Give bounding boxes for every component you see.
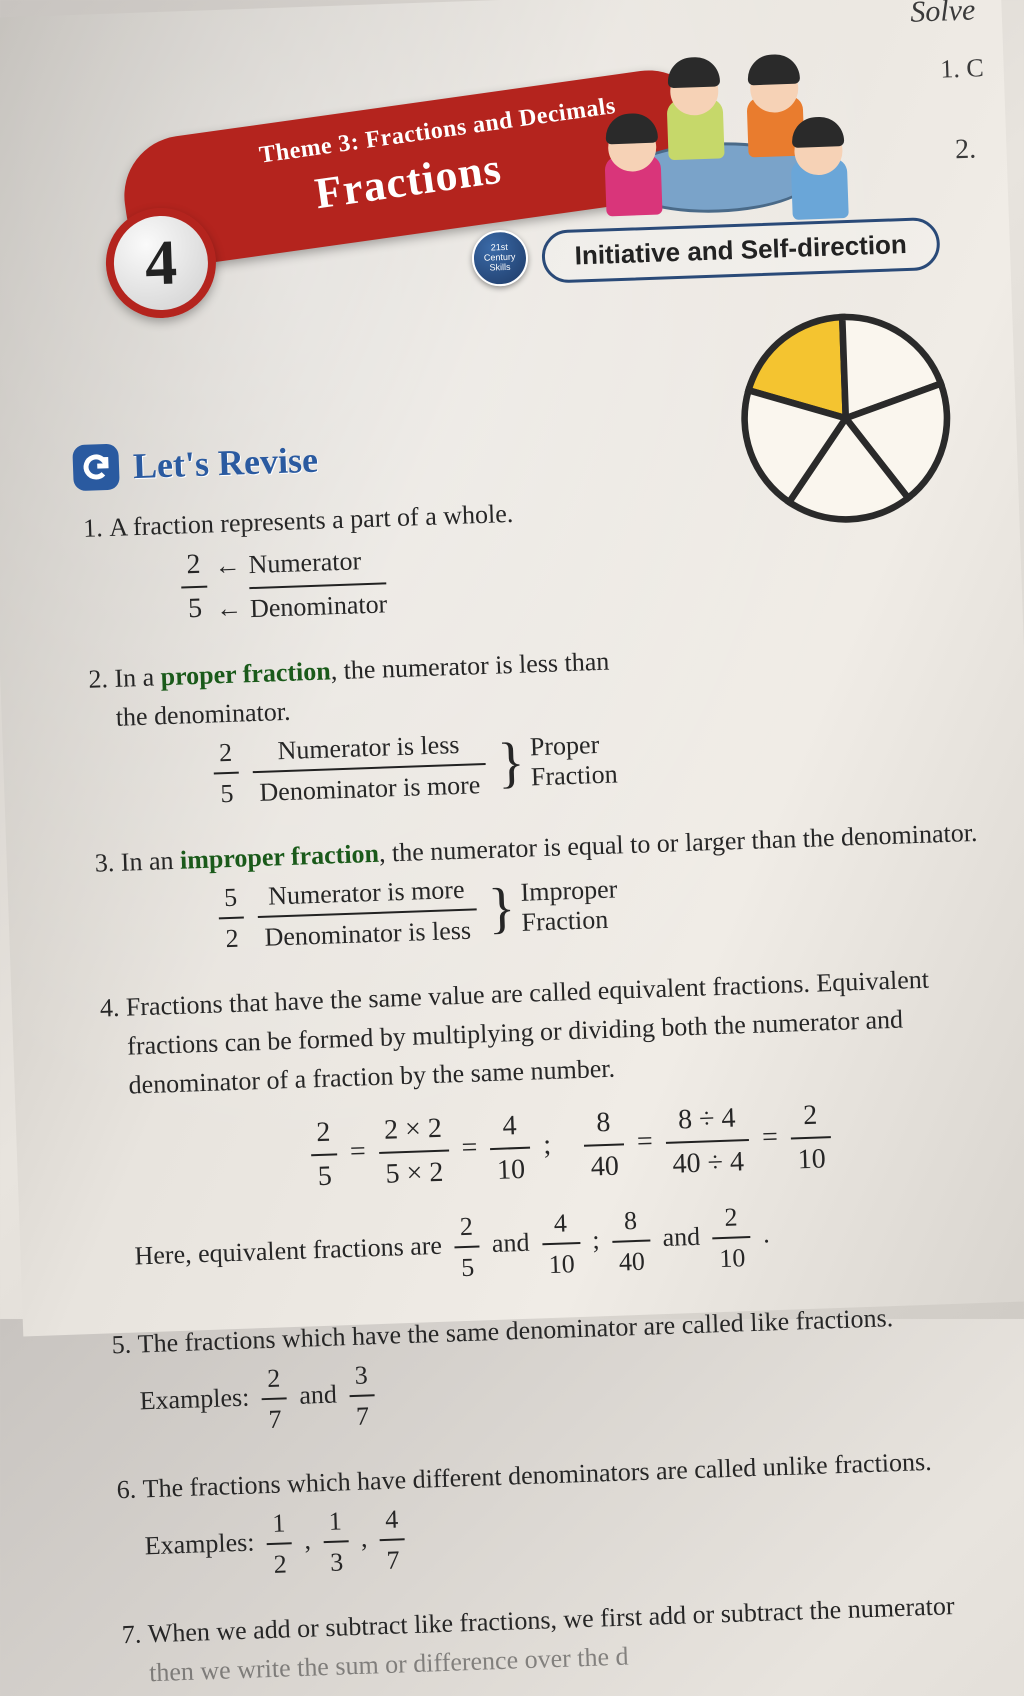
- examples-label: Examples:: [139, 1382, 256, 1415]
- cutoff-text: then we write the sum or difference over…: [149, 1642, 629, 1688]
- revise-arrow-icon: [72, 444, 120, 492]
- revise-item-3: In an improper fraction, the numerator i…: [120, 812, 1004, 962]
- item-text: Fractions that have the same value are c…: [125, 965, 929, 1100]
- term-improper-fraction: improper fraction: [179, 839, 379, 875]
- revise-item-7: When we add or subtract like fractions, …: [147, 1584, 1024, 1693]
- examples-label: Examples:: [144, 1527, 261, 1560]
- item-text: A fraction represents a part of a whole.: [109, 499, 514, 542]
- margin-item-1: 1. C: [940, 53, 984, 84]
- item-text: The fractions which have the same denomi…: [137, 1303, 893, 1358]
- century-skills-badge-icon: 21st Century Skills: [471, 229, 529, 287]
- badge-line: Skills: [489, 263, 510, 274]
- revise-text: Let's Revise: [132, 439, 318, 487]
- revise-list: A fraction represents a part of a whole.…: [74, 477, 1024, 1693]
- revise-item-6: The fractions which have different denom…: [142, 1439, 1024, 1589]
- fraction-pie-chart: [732, 304, 960, 532]
- improper-fraction-example: 52 Numerator is moreDenominator is less …: [211, 864, 619, 958]
- term-proper-fraction: proper fraction: [160, 656, 331, 691]
- textbook-page: Solve 1. C 2. Theme 3: Fractions and Dec…: [0, 0, 1024, 1336]
- solve-heading: Solve: [910, 0, 982, 30]
- brace-icon: }: [497, 740, 525, 786]
- brace-icon: }: [487, 886, 515, 932]
- item-text: The fractions which have different denom…: [142, 1447, 932, 1504]
- revise-item-5: The fractions which have the same denomi…: [137, 1294, 1021, 1444]
- revise-item-4: Fractions that have the same value are c…: [125, 957, 1015, 1299]
- fraction-labelled: 2 ← Numerator 5 ← Denominator: [180, 537, 396, 630]
- revise-item-2: In a proper fraction, the numerator is l…: [114, 628, 999, 817]
- proper-fraction-example: 25 Numerator is lessDenominator is more …: [206, 719, 618, 813]
- item-text: When we add or subtract like fractions, …: [147, 1591, 955, 1648]
- chapter-header: Theme 3: Fractions and Decimals Fraction…: [61, 84, 982, 326]
- equivalent-fractions-equation: 25 = 2 × 25 × 2 = 410 ; 840 = 8 ÷ 440 ÷ …: [130, 1088, 1012, 1205]
